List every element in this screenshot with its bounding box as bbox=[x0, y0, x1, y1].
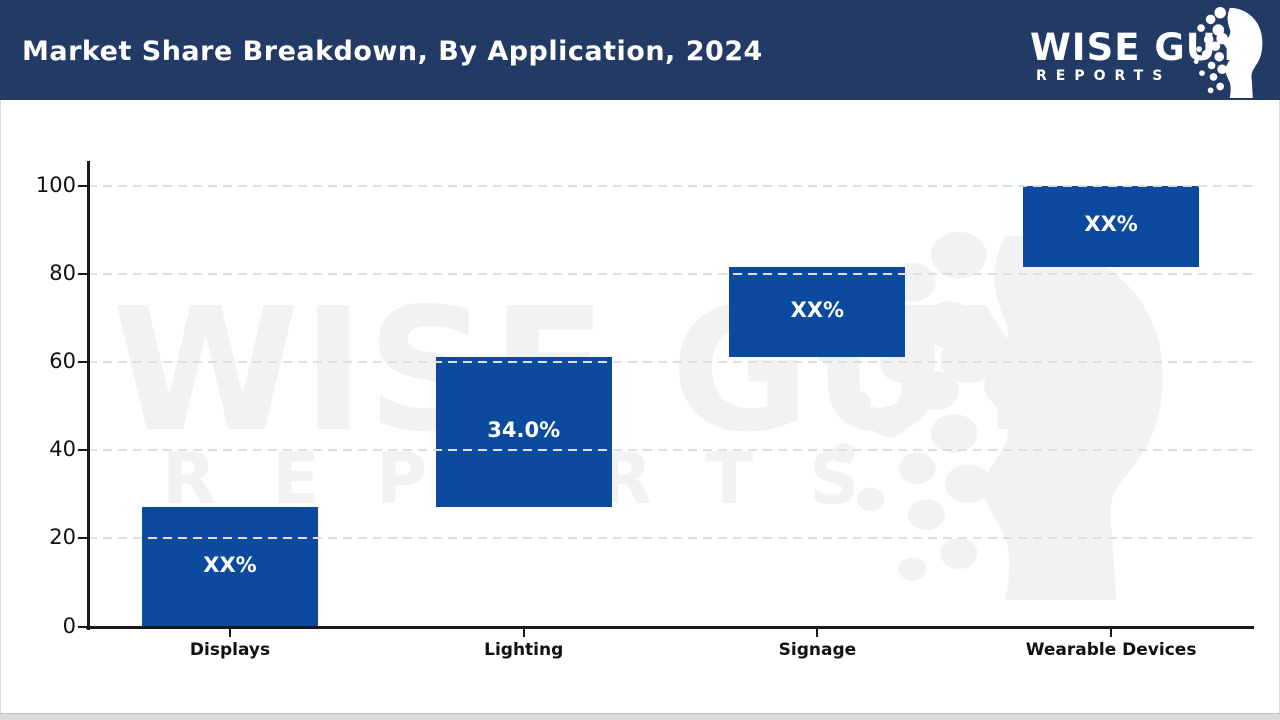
y-tick-mark bbox=[78, 184, 87, 187]
dot-face-icon bbox=[1190, 6, 1263, 98]
bar bbox=[1023, 185, 1200, 268]
gridline bbox=[88, 537, 1252, 540]
x-category-label: Displays bbox=[189, 639, 271, 660]
logo-subtitle: REPORTS bbox=[1036, 68, 1172, 84]
bar bbox=[729, 267, 906, 358]
y-tick-mark bbox=[78, 625, 87, 628]
gridline bbox=[88, 360, 1252, 363]
gridline bbox=[88, 184, 1252, 187]
x-tick-mark bbox=[816, 629, 819, 637]
y-tick-mark bbox=[78, 537, 87, 540]
chart-title: Market Share Breakdown, By Application, … bbox=[22, 36, 763, 67]
wise-guy-reports-logo: WISE GUY REPORTS bbox=[1012, 4, 1263, 98]
y-axis-spine bbox=[86, 161, 90, 630]
x-tick-mark bbox=[522, 629, 525, 637]
bottom-border bbox=[0, 713, 1280, 720]
logo-wordmark: WISE GUY bbox=[1030, 26, 1245, 69]
x-tick-mark bbox=[1110, 629, 1113, 637]
y-tick-label: 20 bbox=[49, 525, 76, 550]
x-category-label: Wearable Devices bbox=[1025, 639, 1197, 660]
y-tick-label: 100 bbox=[35, 172, 76, 197]
x-category-label: Signage bbox=[778, 639, 857, 660]
bar-value-label: XX% bbox=[790, 298, 845, 323]
gridline bbox=[88, 272, 1252, 275]
gridline bbox=[88, 449, 1252, 452]
y-tick-label: 0 bbox=[62, 613, 76, 638]
header-bar: Market Share Breakdown, By Application, … bbox=[0, 0, 1280, 100]
bar bbox=[435, 357, 612, 508]
y-tick-label: 60 bbox=[49, 348, 76, 373]
y-tick-label: 40 bbox=[49, 437, 76, 462]
bar-value-label: 34.0% bbox=[487, 418, 561, 443]
x-category-label: Lighting bbox=[484, 639, 564, 660]
bar-value-label: XX% bbox=[1084, 212, 1138, 237]
x-axis-spine bbox=[86, 626, 1254, 629]
bar-value-label: XX% bbox=[203, 552, 257, 577]
y-tick-mark bbox=[78, 360, 87, 363]
y-tick-label: 80 bbox=[49, 260, 76, 285]
y-tick-mark bbox=[78, 272, 87, 275]
x-tick-mark bbox=[229, 629, 231, 637]
bar bbox=[142, 507, 318, 627]
y-tick-mark bbox=[78, 449, 87, 452]
